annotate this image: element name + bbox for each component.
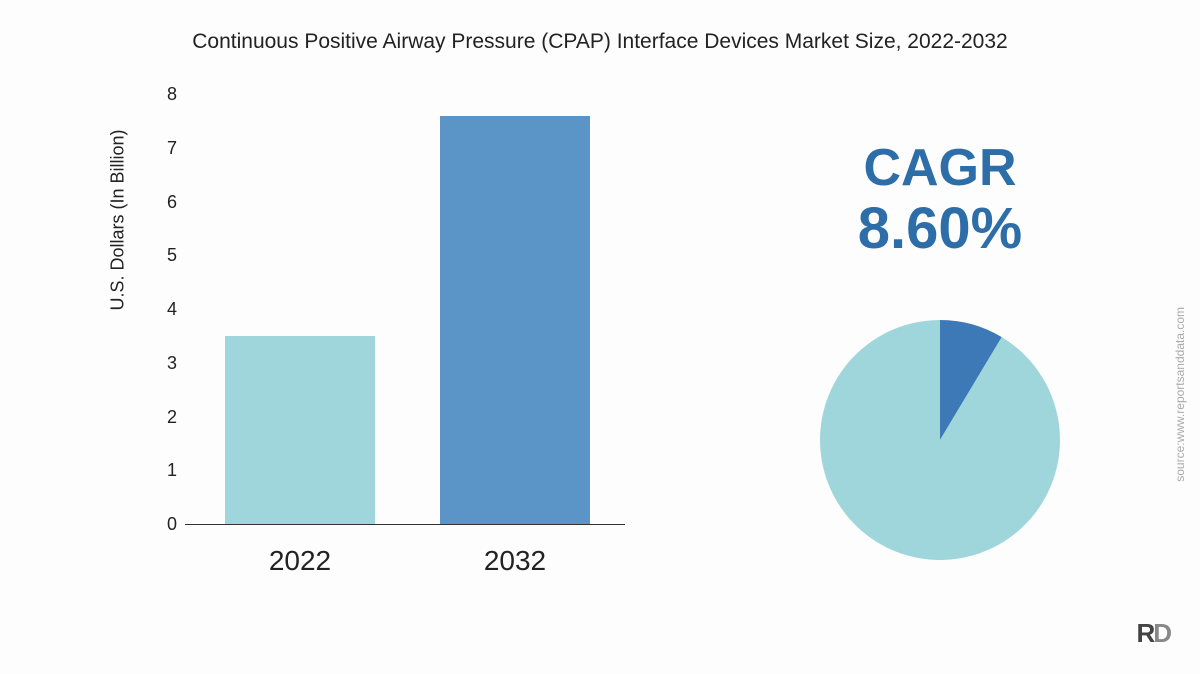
cagr-callout: CAGR 8.60% bbox=[780, 140, 1100, 261]
y-tick: 5 bbox=[157, 245, 177, 266]
bar-chart: 01234567820222032 bbox=[185, 95, 625, 525]
cagr-label: CAGR bbox=[780, 140, 1100, 197]
pie-slice bbox=[820, 320, 1060, 560]
pie-chart bbox=[820, 320, 1060, 560]
x-axis-label: 2022 bbox=[225, 545, 375, 577]
plot-area bbox=[185, 95, 625, 525]
y-tick: 8 bbox=[157, 84, 177, 105]
logo-r: R bbox=[1136, 618, 1153, 648]
x-axis-label: 2032 bbox=[440, 545, 590, 577]
y-tick: 7 bbox=[157, 138, 177, 159]
cagr-value: 8.60% bbox=[780, 197, 1100, 261]
chart-title: Continuous Positive Airway Pressure (CPA… bbox=[0, 30, 1200, 54]
y-tick: 6 bbox=[157, 192, 177, 213]
source-text: source:www.reportsanddata.com bbox=[1173, 307, 1187, 482]
y-tick: 3 bbox=[157, 353, 177, 374]
y-tick: 0 bbox=[157, 514, 177, 535]
bar bbox=[440, 116, 590, 525]
y-axis-label: U.S. Dollars (In Billion) bbox=[108, 129, 129, 310]
bar bbox=[225, 336, 375, 524]
y-tick: 1 bbox=[157, 460, 177, 481]
logo: RD bbox=[1136, 618, 1170, 649]
y-tick: 2 bbox=[157, 407, 177, 428]
logo-d: D bbox=[1153, 618, 1170, 648]
y-tick: 4 bbox=[157, 299, 177, 320]
